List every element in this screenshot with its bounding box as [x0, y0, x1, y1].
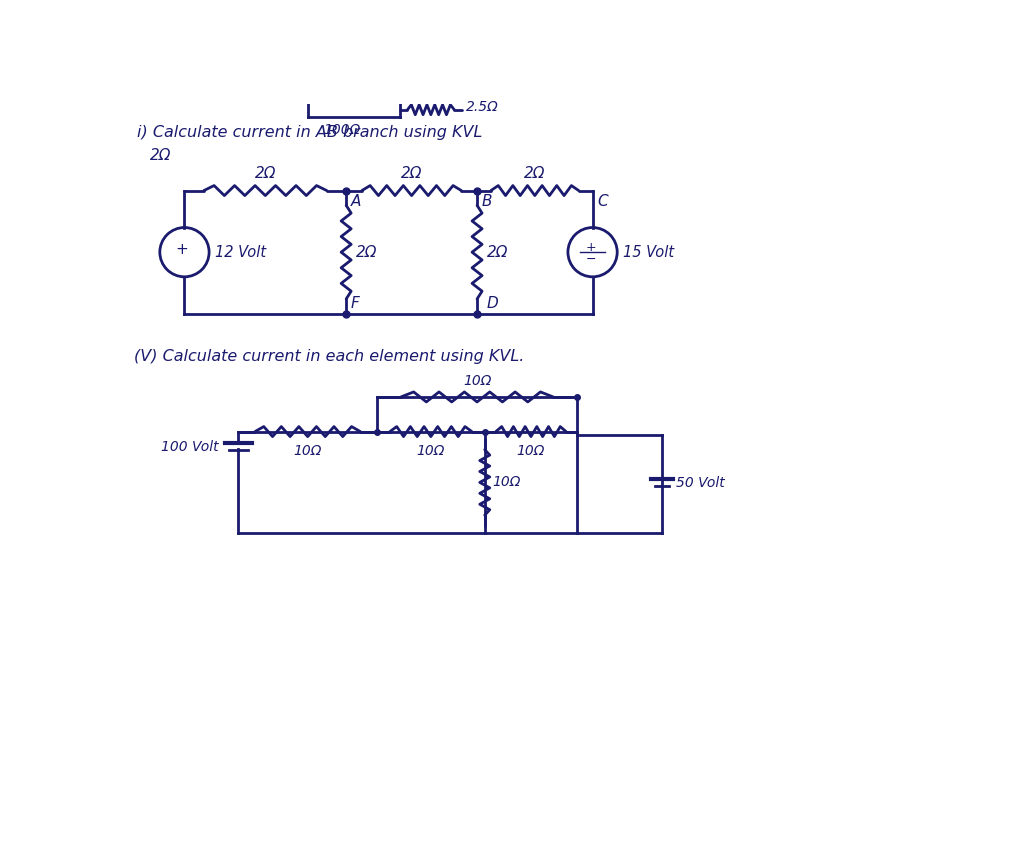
Text: C: C [597, 193, 608, 209]
Text: 10Ω: 10Ω [417, 444, 445, 458]
Text: +: + [175, 242, 187, 256]
Text: 10Ω: 10Ω [463, 375, 492, 388]
Text: D: D [486, 296, 498, 311]
Text: 50 Volt: 50 Volt [676, 476, 724, 490]
Text: 2Ω: 2Ω [356, 245, 378, 260]
Text: 10Ω: 10Ω [493, 476, 521, 489]
Text: −: − [586, 254, 596, 267]
Text: F: F [351, 296, 359, 311]
Text: 15 Volt: 15 Volt [624, 245, 675, 260]
Text: A: A [351, 193, 361, 209]
Text: B: B [481, 193, 493, 209]
Text: 10Ω: 10Ω [517, 444, 545, 458]
Text: 2Ω: 2Ω [401, 166, 422, 180]
Text: 12 Volt: 12 Volt [215, 245, 266, 260]
Text: 2.5Ω: 2.5Ω [466, 100, 499, 115]
Text: +: + [586, 241, 596, 254]
Text: 2Ω: 2Ω [487, 245, 509, 260]
Text: 2Ω: 2Ω [255, 166, 276, 180]
Text: (V) Calculate current in each element using KVL.: (V) Calculate current in each element us… [134, 349, 524, 363]
Text: 100Ω: 100Ω [324, 123, 360, 137]
Text: 100 Volt: 100 Volt [162, 440, 219, 454]
Text: 10Ω: 10Ω [294, 444, 322, 458]
Text: 2Ω: 2Ω [524, 166, 546, 180]
Text: i) Calculate current in AB branch using KVL: i) Calculate current in AB branch using … [137, 125, 482, 141]
Text: 2Ω: 2Ω [150, 148, 171, 163]
